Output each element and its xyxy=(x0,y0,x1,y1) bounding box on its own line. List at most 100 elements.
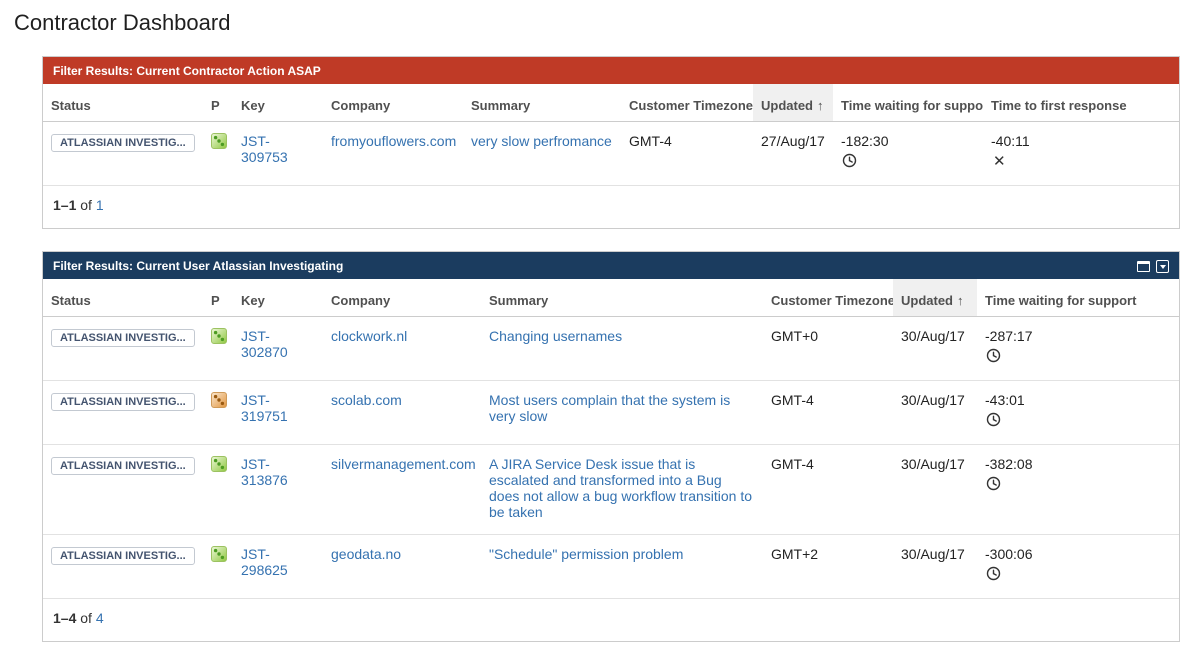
col-updated-label: Updated xyxy=(901,293,953,308)
customer-timezone-value: GMT+2 xyxy=(763,534,893,599)
company-link[interactable]: silvermanagement.com xyxy=(331,456,476,472)
orange-priority-icon xyxy=(211,392,227,408)
pagination: 1–1 of 1 xyxy=(43,186,1179,228)
issues-table: Status P Key Company Summary Customer Ti… xyxy=(43,84,1179,186)
updated-value: 30/Aug/17 xyxy=(893,534,977,599)
col-time-first-response[interactable]: Time to first response xyxy=(983,84,1179,122)
pagination-range: 1–1 xyxy=(53,197,77,213)
time-waiting-cell: -300:06 xyxy=(977,534,1179,599)
updated-value: 30/Aug/17 xyxy=(893,316,977,381)
col-summary[interactable]: Summary xyxy=(481,279,763,317)
summary-link[interactable]: Changing usernames xyxy=(489,328,623,344)
clock-icon xyxy=(986,348,1171,366)
x-icon: ✕ xyxy=(993,153,1006,170)
gadget-title: Filter Results: Current Contractor Actio… xyxy=(53,64,321,78)
company-link[interactable]: scolab.com xyxy=(331,392,402,408)
pagination-total-link[interactable]: 1 xyxy=(95,197,104,213)
clock-icon xyxy=(986,412,1171,430)
green-priority-icon xyxy=(211,546,227,562)
time-waiting-value: -43:01 xyxy=(985,392,1025,408)
company-link[interactable]: clockwork.nl xyxy=(331,328,408,344)
col-key[interactable]: Key xyxy=(233,279,323,317)
customer-timezone-value: GMT-4 xyxy=(763,380,893,445)
green-priority-icon xyxy=(211,456,227,472)
table-row: ATLASSIAN INVESTIG... JST-313876 silverm… xyxy=(43,444,1179,535)
col-updated-sorted[interactable]: Updated ↑ xyxy=(753,84,833,122)
summary-link[interactable]: very slow perfromance xyxy=(471,133,612,149)
time-waiting-cell: -182:30 xyxy=(833,121,983,186)
table-row: ATLASSIAN INVESTIG... JST-319751 scolab.… xyxy=(43,380,1179,445)
status-badge[interactable]: ATLASSIAN INVESTIG... xyxy=(51,547,195,565)
summary-link[interactable]: Most users complain that the system is v… xyxy=(489,392,731,424)
issue-key-link[interactable]: JST-302870 xyxy=(241,328,288,360)
time-waiting-value: -382:08 xyxy=(985,456,1033,472)
sort-ascending-icon: ↑ xyxy=(817,98,824,113)
table-row: ATLASSIAN INVESTIG... JST-298625 geodata… xyxy=(43,534,1179,599)
issue-key-link[interactable]: JST-313876 xyxy=(241,456,288,488)
page-title: Contractor Dashboard xyxy=(14,10,231,35)
issue-key-link[interactable]: JST-319751 xyxy=(241,392,288,424)
col-status[interactable]: Status xyxy=(43,84,203,122)
gadget-title: Filter Results: Current User Atlassian I… xyxy=(53,259,344,273)
col-updated-sorted[interactable]: Updated ↑ xyxy=(893,279,977,317)
time-waiting-cell: -43:01 xyxy=(977,380,1179,445)
customer-timezone-value: GMT-4 xyxy=(763,444,893,535)
col-priority[interactable]: P xyxy=(203,84,233,122)
pagination-of-label: of xyxy=(80,610,92,626)
col-updated-label: Updated xyxy=(761,98,813,113)
status-badge[interactable]: ATLASSIAN INVESTIG... xyxy=(51,457,195,475)
company-link[interactable]: geodata.no xyxy=(331,546,402,562)
status-badge[interactable]: ATLASSIAN INVESTIG... xyxy=(51,329,195,347)
clock-icon xyxy=(842,153,975,171)
gadget-header: Filter Results: Current Contractor Actio… xyxy=(43,57,1179,84)
status-badge[interactable]: ATLASSIAN INVESTIG... xyxy=(51,134,195,152)
status-badge[interactable]: ATLASSIAN INVESTIG... xyxy=(51,393,195,411)
time-first-response-cell: -40:11 ✕ xyxy=(983,121,1179,186)
col-customer-timezone[interactable]: Customer Timezone xyxy=(763,279,893,317)
table-header-row: Status P Key Company Summary Customer Ti… xyxy=(43,279,1179,317)
pagination-of-label: of xyxy=(80,197,92,213)
table-row: ATLASSIAN INVESTIG... JST-302870 clockwo… xyxy=(43,316,1179,381)
company-link[interactable]: fromyouflowers.com xyxy=(331,133,457,149)
col-key[interactable]: Key xyxy=(233,84,323,122)
time-waiting-value: -182:30 xyxy=(841,133,889,149)
updated-value: 27/Aug/17 xyxy=(753,121,833,186)
customer-timezone-value: GMT+0 xyxy=(763,316,893,381)
col-time-waiting[interactable]: Time waiting for support xyxy=(833,84,983,122)
updated-value: 30/Aug/17 xyxy=(893,444,977,535)
col-time-waiting[interactable]: Time waiting for support xyxy=(977,279,1179,317)
green-priority-icon xyxy=(211,133,227,149)
summary-link[interactable]: A JIRA Service Desk issue that is escala… xyxy=(489,456,753,520)
col-customer-timezone[interactable]: Customer Timezone xyxy=(621,84,753,122)
clock-icon xyxy=(986,476,1171,494)
table-header-row: Status P Key Company Summary Customer Ti… xyxy=(43,84,1179,122)
summary-link[interactable]: "Schedule" permission problem xyxy=(489,546,684,562)
customer-timezone-value: GMT-4 xyxy=(621,121,753,186)
table-row: ATLASSIAN INVESTIG... JST-309753 fromyou… xyxy=(43,121,1179,186)
time-waiting-value: -287:17 xyxy=(985,328,1033,344)
time-waiting-cell: -287:17 xyxy=(977,316,1179,381)
gadget-header: Filter Results: Current User Atlassian I… xyxy=(43,252,1179,279)
time-waiting-cell: -382:08 xyxy=(977,444,1179,535)
green-priority-icon xyxy=(211,328,227,344)
issue-key-link[interactable]: JST-298625 xyxy=(241,546,288,578)
clock-icon xyxy=(986,566,1171,584)
issue-key-link[interactable]: JST-309753 xyxy=(241,133,288,165)
time-first-response-value: -40:11 xyxy=(991,133,1030,149)
pagination-total-link[interactable]: 4 xyxy=(95,610,104,626)
pagination: 1–4 of 4 xyxy=(43,599,1179,641)
col-company[interactable]: Company xyxy=(323,84,463,122)
maximize-icon[interactable] xyxy=(1137,260,1150,272)
issues-table: Status P Key Company Summary Customer Ti… xyxy=(43,279,1179,599)
col-status[interactable]: Status xyxy=(43,279,203,317)
updated-value: 30/Aug/17 xyxy=(893,380,977,445)
sort-ascending-icon: ↑ xyxy=(957,293,964,308)
gadget-header-icons xyxy=(1137,259,1169,273)
col-priority[interactable]: P xyxy=(203,279,233,317)
col-summary[interactable]: Summary xyxy=(463,84,621,122)
gadget-atlassian-investigating: Filter Results: Current User Atlassian I… xyxy=(42,251,1180,642)
col-company[interactable]: Company xyxy=(323,279,481,317)
dashboard-panels: Filter Results: Current Contractor Actio… xyxy=(42,56,1180,642)
gadget-contractor-action-asap: Filter Results: Current Contractor Actio… xyxy=(42,56,1180,229)
dropdown-icon[interactable] xyxy=(1156,259,1169,273)
